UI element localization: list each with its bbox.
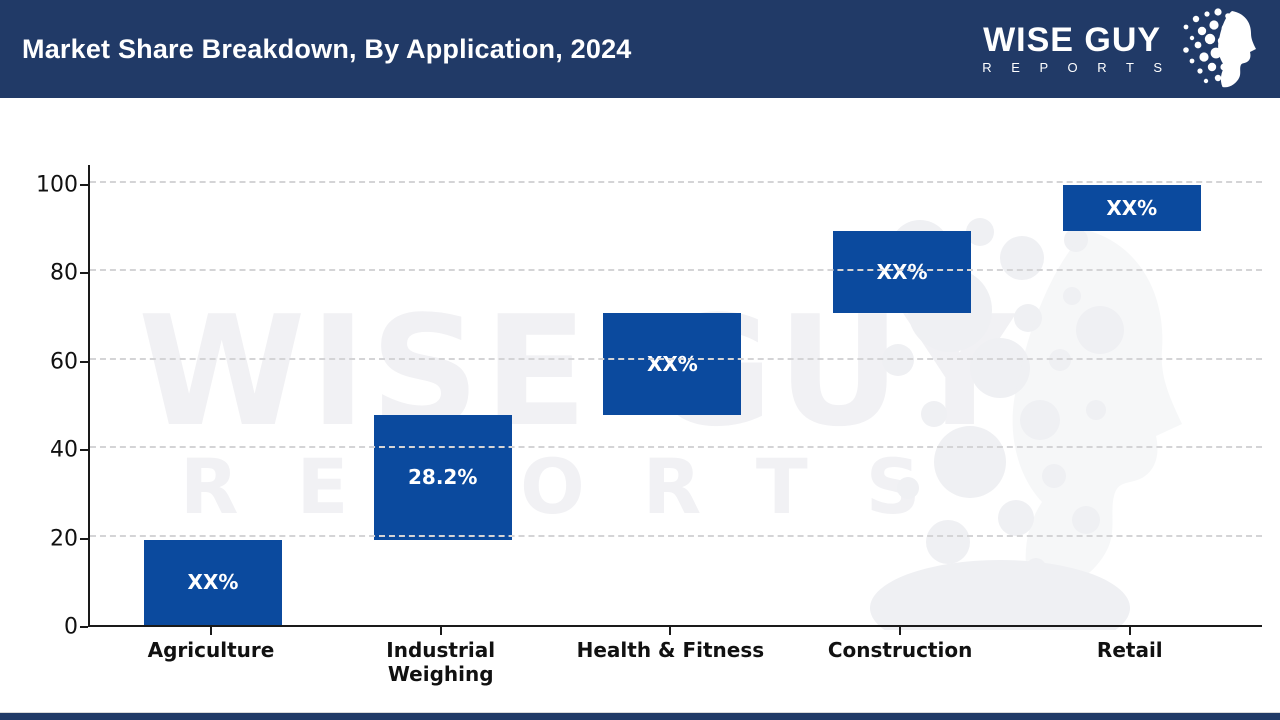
gridline-y100 bbox=[90, 181, 1262, 183]
y-tick-mark bbox=[80, 360, 88, 363]
x-tick-mark bbox=[669, 627, 672, 635]
y-tick-mark bbox=[80, 184, 88, 186]
x-tick-mark bbox=[439, 627, 442, 635]
y-tick-mark bbox=[80, 449, 88, 452]
bar-value-label: XX% bbox=[646, 351, 698, 376]
bar-value-label: 28.2% bbox=[407, 465, 478, 490]
chart-title: Market Share Breakdown, By Application, … bbox=[22, 33, 632, 64]
x-category-label-agriculture: Agriculture bbox=[147, 638, 275, 662]
gridline-y40 bbox=[90, 446, 1262, 449]
logo-subtitle-text: R E P O R T S bbox=[982, 60, 1170, 75]
footer-bar bbox=[0, 713, 1280, 720]
y-tick-label-60: 60 bbox=[50, 349, 78, 375]
x-tick-mark bbox=[1128, 627, 1131, 635]
x-category-label-retail: Retail bbox=[1096, 638, 1163, 662]
gridline-y20 bbox=[90, 534, 1262, 537]
logo-head-icon bbox=[1183, 8, 1256, 88]
y-tick-label-20: 20 bbox=[50, 526, 78, 552]
bar-retail: XX% bbox=[1062, 184, 1201, 231]
x-category-label-construction: Construction bbox=[827, 638, 973, 662]
gridline-y80 bbox=[90, 269, 1262, 272]
bar-industrial-weighing: 28.2% bbox=[373, 415, 512, 540]
gridline-y60 bbox=[90, 357, 1262, 360]
bar-value-label: XX% bbox=[876, 259, 928, 284]
x-tick-mark bbox=[899, 627, 902, 635]
x-tick-mark bbox=[210, 627, 212, 635]
bar-value-label: XX% bbox=[1106, 195, 1158, 220]
bar-agriculture: XX% bbox=[144, 539, 282, 625]
y-tick-label-80: 80 bbox=[50, 260, 78, 286]
brand-logo: WISE GUY R E P O R T S bbox=[974, 5, 1258, 93]
y-tick-mark bbox=[80, 626, 88, 628]
watermark-subtitle: REPORTS bbox=[180, 442, 979, 531]
logo-wordmark: WISE GUY R E P O R T S bbox=[974, 23, 1170, 75]
bar-value-label: XX% bbox=[187, 570, 239, 595]
plot-area: XX% 28.2% XX% XX% XX% bbox=[88, 165, 1262, 627]
y-tick-mark bbox=[80, 272, 88, 275]
y-tick-label-100: 100 bbox=[36, 172, 78, 198]
x-category-label-health-fitness: Health & Fitness bbox=[576, 638, 765, 662]
footer-divider bbox=[0, 712, 1280, 713]
logo-wordmark-text: WISE GUY bbox=[983, 21, 1162, 59]
y-tick-label-0: 0 bbox=[64, 614, 78, 640]
header: Market Share Breakdown, By Application, … bbox=[0, 0, 1280, 98]
bar-health-fitness: XX% bbox=[603, 312, 742, 416]
y-tick-mark bbox=[80, 537, 88, 540]
y-tick-label-40: 40 bbox=[50, 437, 78, 463]
x-category-label-industrial-weighing: Industrial Weighing bbox=[386, 638, 496, 686]
bar-construction: XX% bbox=[833, 230, 972, 313]
